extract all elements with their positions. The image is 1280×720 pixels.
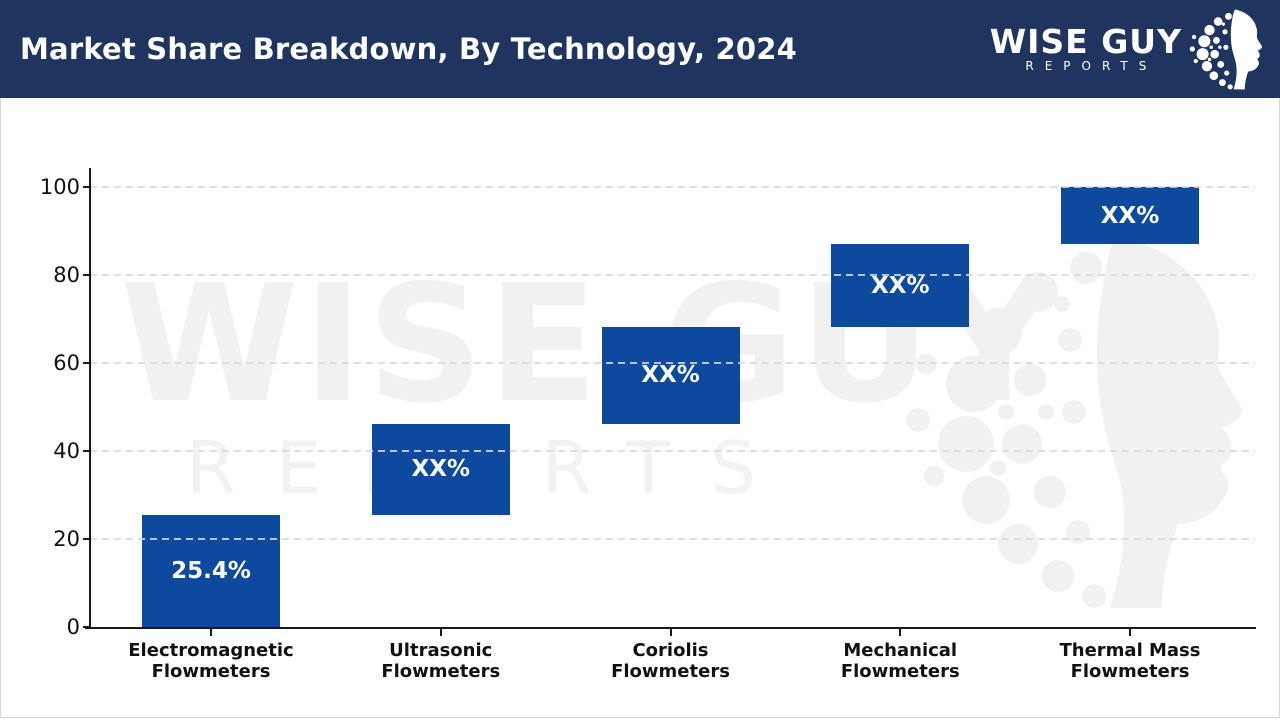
bar-segment-2: XX% [601,326,740,424]
bars-layer: 25.4% XX% XX% XX% XX% [0,98,1280,720]
bar-segment-0: 25.4% [142,515,280,627]
x-category-label-4: Thermal Mass Flowmeters [1059,640,1201,682]
chart-area: WISE GUY REPORTS 25.4%XX%XX%XX%XX% [0,98,1280,720]
y-axis-spine [89,168,91,629]
x-tick-4 [1129,629,1131,636]
y-tick-20 [83,538,90,540]
y-tick-100 [83,186,90,188]
x-category-label-0: Electromagnetic Flowmeters [128,640,294,682]
bar-value-label: XX% [1100,202,1160,229]
axis-layer: 0 20 40 60 80 100 Electromagnetic Flowmeters Ult… [0,98,1280,720]
y-tick-80 [83,274,90,276]
y-tick-label-100: 100 [39,175,80,199]
y-tick-label-40: 40 [53,439,80,463]
page-title: Market Share Breakdown, By Technology, 2… [20,32,798,66]
bar-segment-4: XX% [1061,187,1199,245]
wise-guy-logo: WISE GUY REPORTS [990,6,1266,92]
bar-value-label: XX% [641,362,700,389]
y-tick-label-0: 0 [66,615,80,639]
logo-wordmark: WISE GUY [989,22,1182,62]
bar-value-label: XX% [411,456,470,483]
y-tick-label-80: 80 [53,263,80,287]
x-tick-0 [210,629,212,636]
header: Market Share Breakdown, By Technology, 2… [0,0,1280,98]
bar-value-label: 25.4% [171,558,251,585]
bar-segment-3: XX% [831,244,970,327]
x-axis-spine [85,627,1256,629]
y-tick-60 [83,362,90,364]
y-tick-label-60: 60 [53,351,80,375]
y-tick-40 [83,450,90,452]
x-category-label-2: Coriolis Flowmeters [611,640,730,682]
logo-text: WISE GUY REPORTS [989,22,1182,73]
bar-value-label: XX% [870,272,930,299]
bar-segment-1: XX% [371,423,510,516]
y-tick-label-20: 20 [53,527,80,551]
x-category-label-3: Mechanical Flowmeters [840,640,960,682]
logo-subtitle: REPORTS [1025,58,1158,73]
watermark-head-graphic [906,236,1242,608]
x-tick-1 [439,629,442,636]
x-category-label-1: Ultrasonic Flowmeters [381,640,501,682]
x-tick-3 [899,629,902,636]
x-tick-2 [669,629,672,636]
logo-head-icon [1189,9,1262,90]
y-tick-0 [83,626,90,628]
